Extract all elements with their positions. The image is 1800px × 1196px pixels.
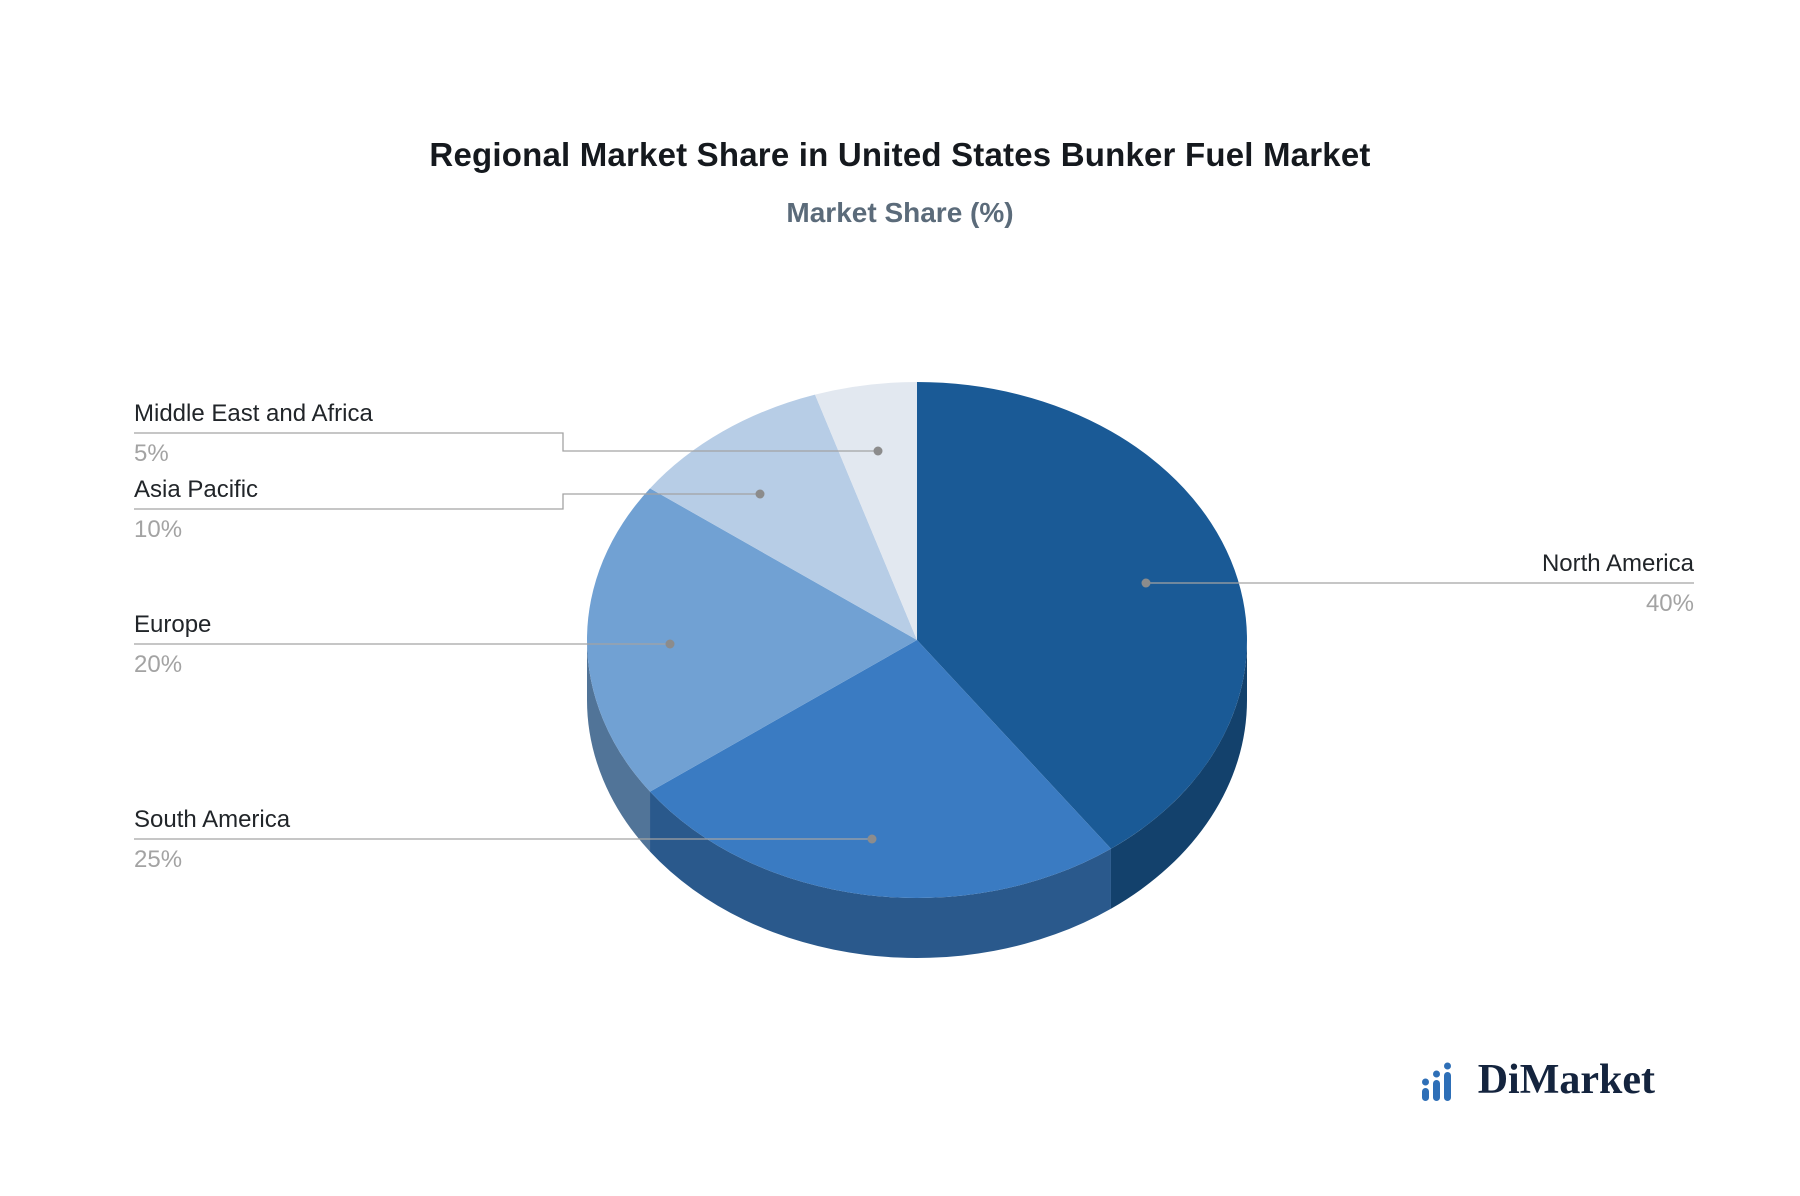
label-europe: Europe 20% [134,611,211,679]
label-value: 25% [134,846,183,873]
leader-dot-middle-east-and-africa [873,446,883,456]
leader-dot-asia-pacific [755,489,765,499]
label-name: North America [1541,550,1694,577]
pie-slice-north-america [917,382,1247,849]
leader-dot-south-america [867,834,877,844]
chart-subtitle: Market Share (%) [786,197,1014,228]
pie-slice-asia-pacific [650,394,917,640]
pie-slice-europe [587,488,917,792]
dimarket-logo: DiMarket [1420,1056,1655,1104]
label-north-america: North America 40% [1542,550,1694,618]
label-value: 5% [134,440,169,467]
logo-text: DiMarket [1477,1057,1655,1103]
leader-dot-europe [665,639,675,649]
label-name: Middle East and Africa [134,400,373,427]
label-middle-east-and-africa: Middle East and Africa 5% [134,400,373,468]
label-name: Europe [134,611,212,638]
label-value: 10% [134,516,183,543]
chart-title: Regional Market Share in United States B… [429,136,1371,173]
pie-slice-side-north-america [1110,640,1247,909]
label-name: South America [134,806,291,833]
label-south-america: South America 25% [134,806,290,874]
pie-slice-side-europe [587,640,651,852]
leader-line-asia-pacific [134,493,760,510]
pie-slice-south-america [650,640,1111,898]
label-asia-pacific: Asia Pacific 10% [134,476,258,544]
label-value: 20% [134,651,183,678]
leader-line-middle-east-and-africa [134,432,878,452]
leader-dot-north-america [1141,578,1151,588]
pie-slice-side-south-america [650,791,1111,958]
pie-slice-middle-east-and-africa [815,382,917,640]
label-name: Asia Pacific [134,476,259,503]
bar-chart-icon [1421,1062,1451,1101]
label-value: 40% [1645,590,1694,617]
